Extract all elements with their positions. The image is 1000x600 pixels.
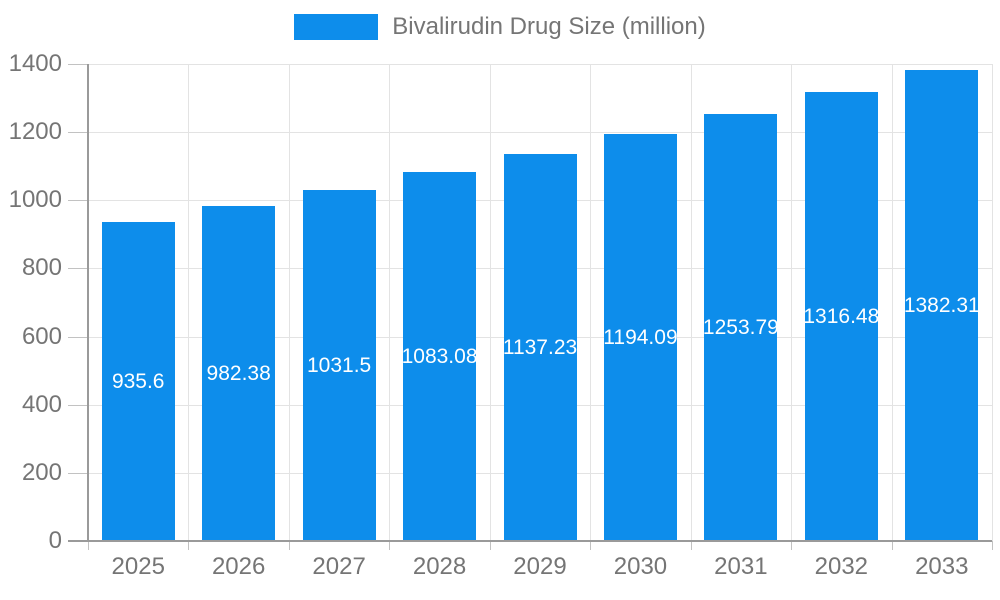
x-axis-line xyxy=(68,540,992,542)
x-gridline xyxy=(690,64,692,541)
bar[interactable]: 1083.08 xyxy=(403,171,477,541)
x-gridline xyxy=(188,64,190,541)
x-tick-mark xyxy=(188,541,190,550)
x-tick-mark xyxy=(389,541,391,550)
plot-area: 0 200 400 600 800 1000 1200 1400 2025 2026 2027 202… xyxy=(9,52,993,579)
y-tick-mark xyxy=(68,200,88,202)
bar-value-label: 1382.31 xyxy=(905,294,979,318)
x-tick-label: 2026 xyxy=(211,553,266,580)
y-tick-mark xyxy=(68,336,88,338)
bar[interactable]: 1137.23 xyxy=(503,153,577,541)
y-tick-label: 0 xyxy=(48,527,62,554)
x-tick-label: 2028 xyxy=(412,553,467,580)
bar-value-label: 1194.09 xyxy=(603,326,677,350)
bar[interactable]: 1382.31 xyxy=(905,70,979,541)
y-tick-mark xyxy=(68,64,88,65)
bar-value-label: 1253.79 xyxy=(704,315,778,339)
x-tick-label: 2033 xyxy=(915,553,969,580)
bar-value-label: 1031.5 xyxy=(306,353,372,377)
bar[interactable]: 1316.48 xyxy=(804,92,878,541)
y-tick-label: 1400 xyxy=(8,50,62,77)
legend-label: Bivalirudin Drug Size (million) xyxy=(392,13,706,40)
x-tick-label: 2030 xyxy=(613,553,668,580)
x-tick-mark xyxy=(590,541,592,550)
x-gridline xyxy=(891,64,893,541)
y-tick-label: 400 xyxy=(21,390,62,418)
y-gridline xyxy=(88,132,992,134)
x-gridline xyxy=(791,64,793,541)
legend[interactable]: Bivalirudin Drug Size (million) xyxy=(0,14,1000,40)
bar-value-label: 982.38 xyxy=(206,362,271,386)
bar[interactable]: 982.38 xyxy=(202,206,276,541)
x-tick-label: 2027 xyxy=(312,553,366,580)
x-tick-label: 2029 xyxy=(513,553,567,580)
y-tick-label: 200 xyxy=(21,458,62,486)
x-tick-label: 2032 xyxy=(814,553,869,580)
y-tick-mark xyxy=(68,268,88,270)
y-tick-mark xyxy=(68,472,88,474)
y-tick-mark xyxy=(68,132,88,134)
bar-value-label: 1316.48 xyxy=(804,305,878,329)
bar[interactable]: 1253.79 xyxy=(704,113,778,541)
y-tick-label: 600 xyxy=(21,322,62,350)
y-tick-label: 800 xyxy=(21,254,62,282)
y-tick-label: 1200 xyxy=(8,118,62,146)
x-tick-mark xyxy=(288,541,290,550)
bar[interactable]: 935.6 xyxy=(101,222,175,541)
x-gridline xyxy=(489,64,491,541)
x-tick-mark xyxy=(791,541,793,550)
x-tick-mark xyxy=(992,541,993,550)
x-gridline xyxy=(590,64,592,541)
x-gridline xyxy=(992,64,993,541)
bar[interactable]: 1194.09 xyxy=(603,134,677,541)
x-tick-label: 2025 xyxy=(111,553,165,580)
y-tick-label: 1000 xyxy=(8,186,62,214)
y-axis-line xyxy=(87,64,89,541)
x-tick-mark xyxy=(690,541,692,550)
x-tick-mark xyxy=(88,541,89,550)
x-gridline xyxy=(288,64,290,541)
y-gridline xyxy=(88,64,992,65)
x-tick-mark xyxy=(489,541,491,550)
x-tick-label: 2031 xyxy=(714,553,768,580)
x-gridline xyxy=(389,64,391,541)
bar-value-label: 935.6 xyxy=(111,370,165,394)
bar[interactable]: 1031.5 xyxy=(302,189,376,541)
x-tick-mark xyxy=(891,541,893,550)
y-tick-mark xyxy=(68,404,88,406)
bar-value-label: 1137.23 xyxy=(503,335,577,359)
bar-value-label: 1083.08 xyxy=(403,344,477,368)
legend-swatch xyxy=(294,14,379,40)
